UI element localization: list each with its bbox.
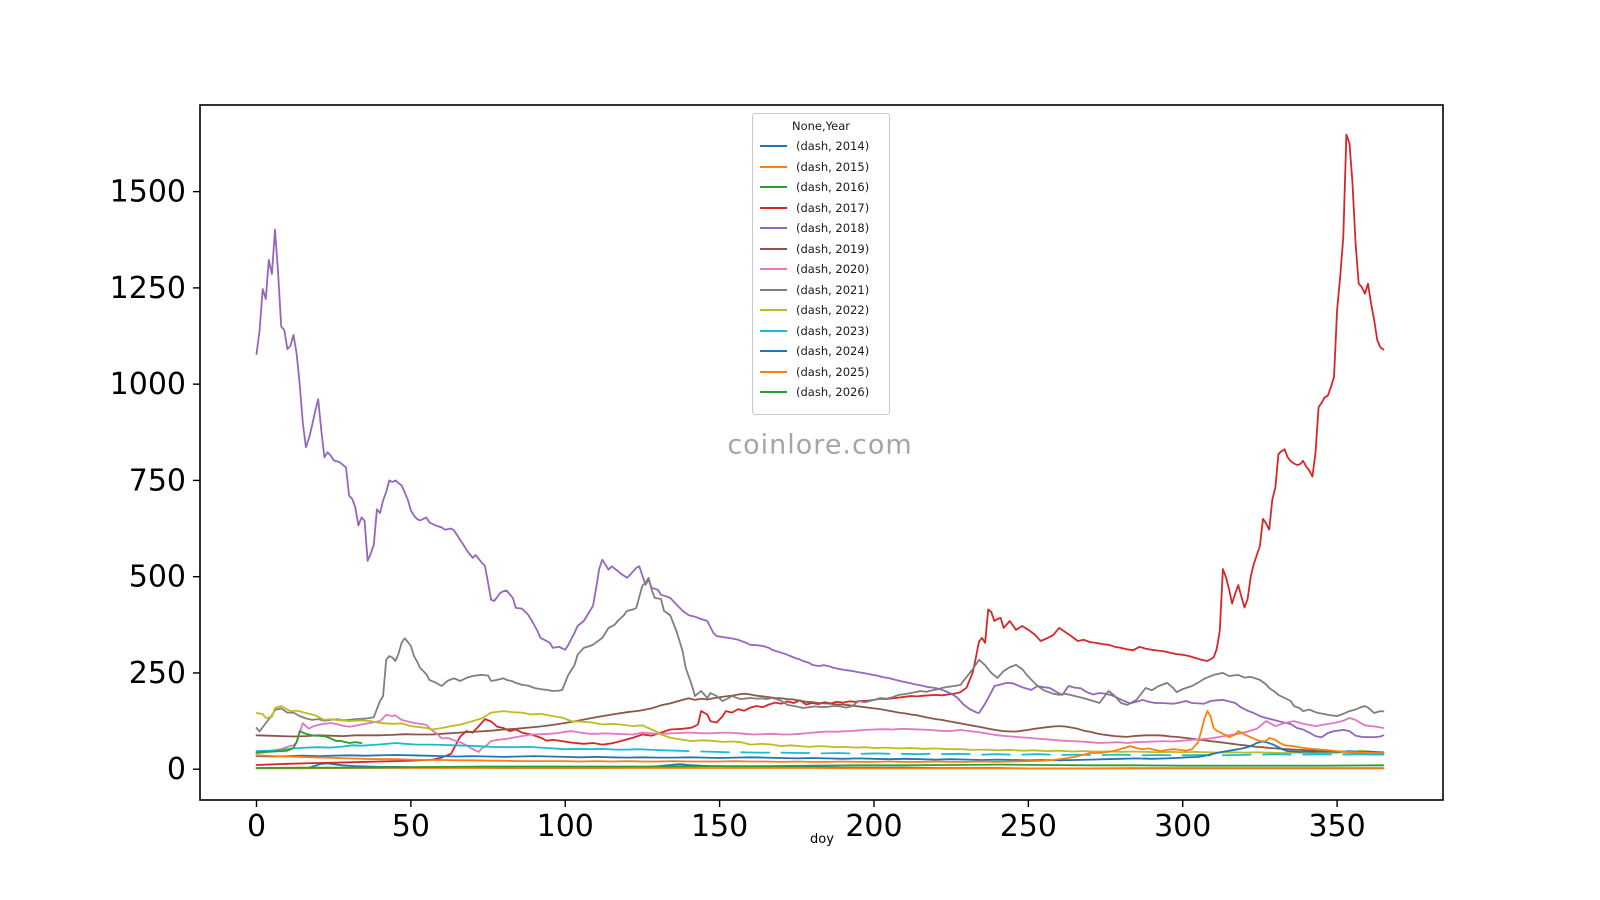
y-tick-label: 1500 <box>110 175 186 210</box>
series-line-2024 <box>255 740 1385 762</box>
series-line-2018 <box>255 228 1385 739</box>
series-line-2022 <box>255 705 1385 754</box>
x-axis-label: doy <box>810 832 834 847</box>
plot-border <box>199 104 1444 801</box>
legend-line-swatch-icon <box>760 268 787 271</box>
legend-line-swatch-icon <box>760 329 787 332</box>
legend-item-label: (dash, 2016) <box>796 180 870 195</box>
legend-item-label: (dash, 2019) <box>796 241 870 256</box>
x-tick-label: 250 <box>1000 809 1057 844</box>
series-line-2017 <box>255 133 1385 766</box>
legend-line-swatch-icon <box>760 288 787 291</box>
legend-line-swatch-icon <box>760 247 787 250</box>
legend-item-2014: (dash, 2014) <box>753 136 889 157</box>
x-tick-label: 300 <box>1154 809 1211 844</box>
legend-line-swatch-icon <box>760 186 787 189</box>
x-tick-label: 100 <box>537 809 594 844</box>
y-tick-label: 0 <box>167 752 186 787</box>
legend-item-2021: (dash, 2021) <box>753 280 889 301</box>
legend-line-swatch-icon <box>760 206 787 209</box>
x-tick-label: 0 <box>247 809 266 844</box>
y-tick-label: 250 <box>129 656 186 691</box>
legend: None,Year (dash, 2014) (dash, 2015) (dash,… <box>752 113 890 415</box>
x-tick-label: 200 <box>845 809 902 844</box>
legend-item-label: (dash, 2022) <box>796 303 870 318</box>
watermark: coinlore.com <box>727 429 913 461</box>
legend-item-label: (dash, 2023) <box>796 323 870 338</box>
series-line-2021 <box>255 576 1385 733</box>
legend-item-2020: (dash, 2020) <box>753 259 889 280</box>
legend-item-label: (dash, 2015) <box>796 159 870 174</box>
y-tick-label: 1250 <box>110 271 186 306</box>
legend-line-swatch-icon <box>760 227 787 230</box>
legend-item-label: (dash, 2018) <box>796 221 870 236</box>
legend-item-2024: (dash, 2024) <box>753 341 889 362</box>
series-line-2016 <box>255 763 1385 769</box>
series-line-2023-seg14 <box>1222 753 1252 757</box>
legend-line-swatch-icon <box>760 309 787 312</box>
legend-item-label: (dash, 2024) <box>796 344 870 359</box>
x-tick-label: 50 <box>392 809 430 844</box>
series-line-2025 <box>255 710 1385 763</box>
x-tick-label: 150 <box>691 809 748 844</box>
legend-item-label: (dash, 2020) <box>796 262 870 277</box>
legend-item-2022: (dash, 2022) <box>753 300 889 321</box>
series-line-2023-seg1 <box>700 750 730 754</box>
legend-item-label: (dash, 2026) <box>796 385 870 400</box>
series-line-2026 <box>255 730 363 754</box>
legend-item-2023: (dash, 2023) <box>753 321 889 342</box>
series-line-2023-seg0 <box>255 742 690 752</box>
legend-item-label: (dash, 2014) <box>796 139 870 154</box>
series-line-2020 <box>255 714 1385 755</box>
legend-line-swatch-icon <box>760 145 787 148</box>
legend-item-2017: (dash, 2017) <box>753 198 889 219</box>
legend-item-2018: (dash, 2018) <box>753 218 889 239</box>
legend-item-label: (dash, 2017) <box>796 200 870 215</box>
x-tick-label: 350 <box>1308 809 1365 844</box>
legend-item-label: (dash, 2021) <box>796 282 870 297</box>
y-tick-label: 1000 <box>110 367 186 402</box>
y-tick-label: 750 <box>129 463 186 498</box>
legend-line-swatch-icon <box>760 350 787 353</box>
series-line-2019 <box>255 692 1385 755</box>
legend-line-swatch-icon <box>760 370 787 373</box>
legend-item-2025: (dash, 2025) <box>753 362 889 383</box>
y-tick-label: 500 <box>129 560 186 595</box>
legend-item-label: (dash, 2025) <box>796 364 870 379</box>
legend-item-2026: (dash, 2026) <box>753 382 889 403</box>
legend-item-2015: (dash, 2015) <box>753 157 889 178</box>
legend-line-swatch-icon <box>760 391 787 394</box>
legend-item-2019: (dash, 2019) <box>753 239 889 260</box>
legend-item-2016: (dash, 2016) <box>753 177 889 198</box>
legend-line-swatch-icon <box>760 165 787 168</box>
legend-title: None,Year <box>791 119 850 133</box>
